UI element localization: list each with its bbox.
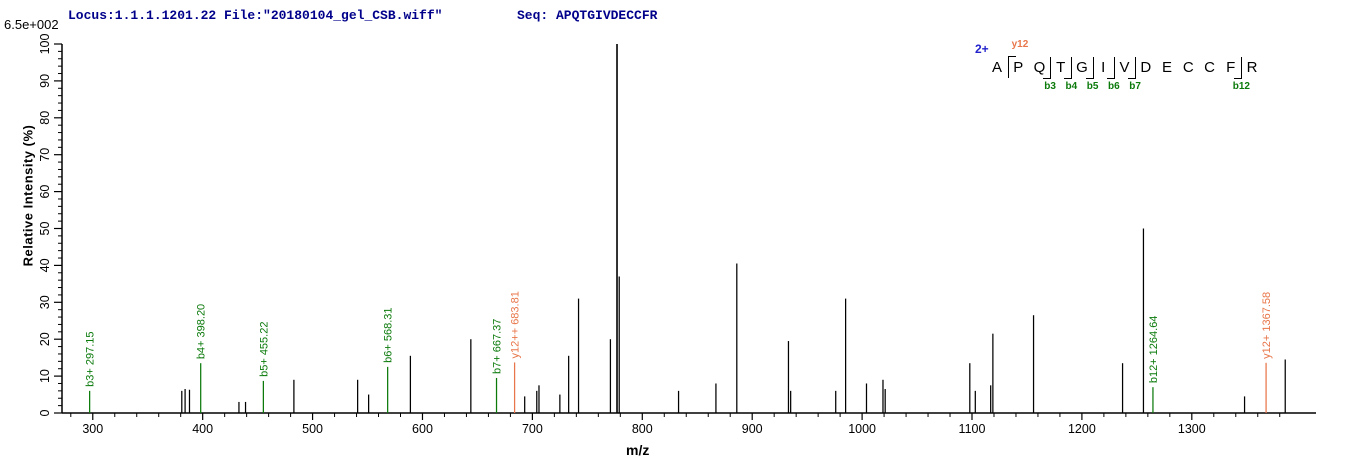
b-ion-cut-marker bbox=[1128, 57, 1137, 79]
x-axis-title: m/z bbox=[626, 442, 650, 458]
x-tick-label: 1200 bbox=[1068, 422, 1096, 436]
x-tick-label: 1000 bbox=[848, 422, 876, 436]
peak-label: b5+ 455.22 bbox=[258, 322, 270, 377]
precursor-charge-label: 2+ bbox=[975, 42, 989, 56]
y-tick-label: 10 bbox=[38, 369, 52, 383]
b12-ion-label: b12 bbox=[1232, 81, 1250, 92]
y-tick-label: 40 bbox=[38, 258, 52, 272]
sequence-label: Seq: APQTGIVDECCFR bbox=[517, 8, 658, 23]
peak-label: b4+ 398.20 bbox=[196, 304, 208, 359]
y-tick-label: 70 bbox=[38, 148, 52, 162]
x-tick-label: 300 bbox=[82, 422, 103, 436]
y-tick-label: 30 bbox=[38, 295, 52, 309]
b-ion-cut-marker bbox=[1064, 57, 1073, 79]
b5-ion-label: b5 bbox=[1086, 81, 1099, 92]
y-tick-label: 0 bbox=[38, 409, 52, 416]
b6-ion-label: b6 bbox=[1108, 81, 1120, 92]
x-tick-label: 900 bbox=[742, 422, 763, 436]
b4-ion-label: b4 bbox=[1065, 81, 1078, 92]
x-tick-label: 600 bbox=[412, 422, 433, 436]
residue-3-Q: Q bbox=[1033, 59, 1046, 76]
residue-8-D: D bbox=[1140, 59, 1152, 76]
x-tick-label: 400 bbox=[192, 422, 213, 436]
peak-label: b6+ 568.31 bbox=[383, 308, 395, 363]
residue-2-P: P bbox=[1013, 59, 1024, 76]
residue-12-F: F bbox=[1226, 59, 1236, 76]
b-ion-cut-marker bbox=[1043, 57, 1052, 79]
x-tick-label: 500 bbox=[302, 422, 323, 436]
y-tick-label: 90 bbox=[38, 74, 52, 88]
x-tick-label: 1100 bbox=[959, 422, 986, 436]
intensity-scale-label: 6.5e+002 bbox=[4, 17, 59, 32]
residue-10-C: C bbox=[1182, 59, 1194, 76]
b7-ion-label: b7 bbox=[1129, 81, 1141, 92]
y-tick-label: 60 bbox=[38, 185, 52, 199]
y-tick-label: 20 bbox=[38, 332, 52, 346]
peak-label: b7+ 667.37 bbox=[492, 319, 504, 374]
locus-file-label: Locus:1.1.1.1201.22 File:"20180104_gel_C… bbox=[68, 8, 443, 23]
y12-ion-label: y12 bbox=[1011, 39, 1029, 50]
b-ion-cut-marker bbox=[1106, 57, 1115, 79]
x-tick-label: 1300 bbox=[1178, 422, 1206, 436]
peak-label: y12+ 1367.58 bbox=[1261, 292, 1273, 359]
x-tick-label: 700 bbox=[522, 422, 543, 436]
residue-1-A: A bbox=[991, 59, 1002, 76]
residue-4-T: T bbox=[1056, 59, 1066, 76]
peak-label: b12+ 1264.64 bbox=[1148, 316, 1160, 384]
y-tick-label: 100 bbox=[38, 34, 52, 55]
peak-label: y12++ 683.81 bbox=[510, 291, 522, 358]
residue-11-C: C bbox=[1204, 59, 1215, 76]
residue-9-E: E bbox=[1161, 59, 1172, 76]
b3-ion-label: b3 bbox=[1044, 81, 1056, 92]
y-tick-label: 80 bbox=[38, 111, 52, 125]
b-ion-cut-marker bbox=[1085, 57, 1094, 79]
b-ion-cut-marker bbox=[1234, 57, 1243, 79]
residue-7-V: V bbox=[1119, 59, 1130, 76]
residue-6-I: I bbox=[1101, 59, 1106, 76]
residue-5-G: G bbox=[1076, 59, 1088, 76]
y-ion-cut-marker bbox=[1007, 56, 1016, 78]
x-tick-label: 800 bbox=[632, 422, 653, 436]
peak-label: b3+ 297.15 bbox=[85, 331, 97, 386]
y-tick-label: 50 bbox=[38, 222, 52, 236]
residue-13-R: R bbox=[1246, 59, 1258, 76]
